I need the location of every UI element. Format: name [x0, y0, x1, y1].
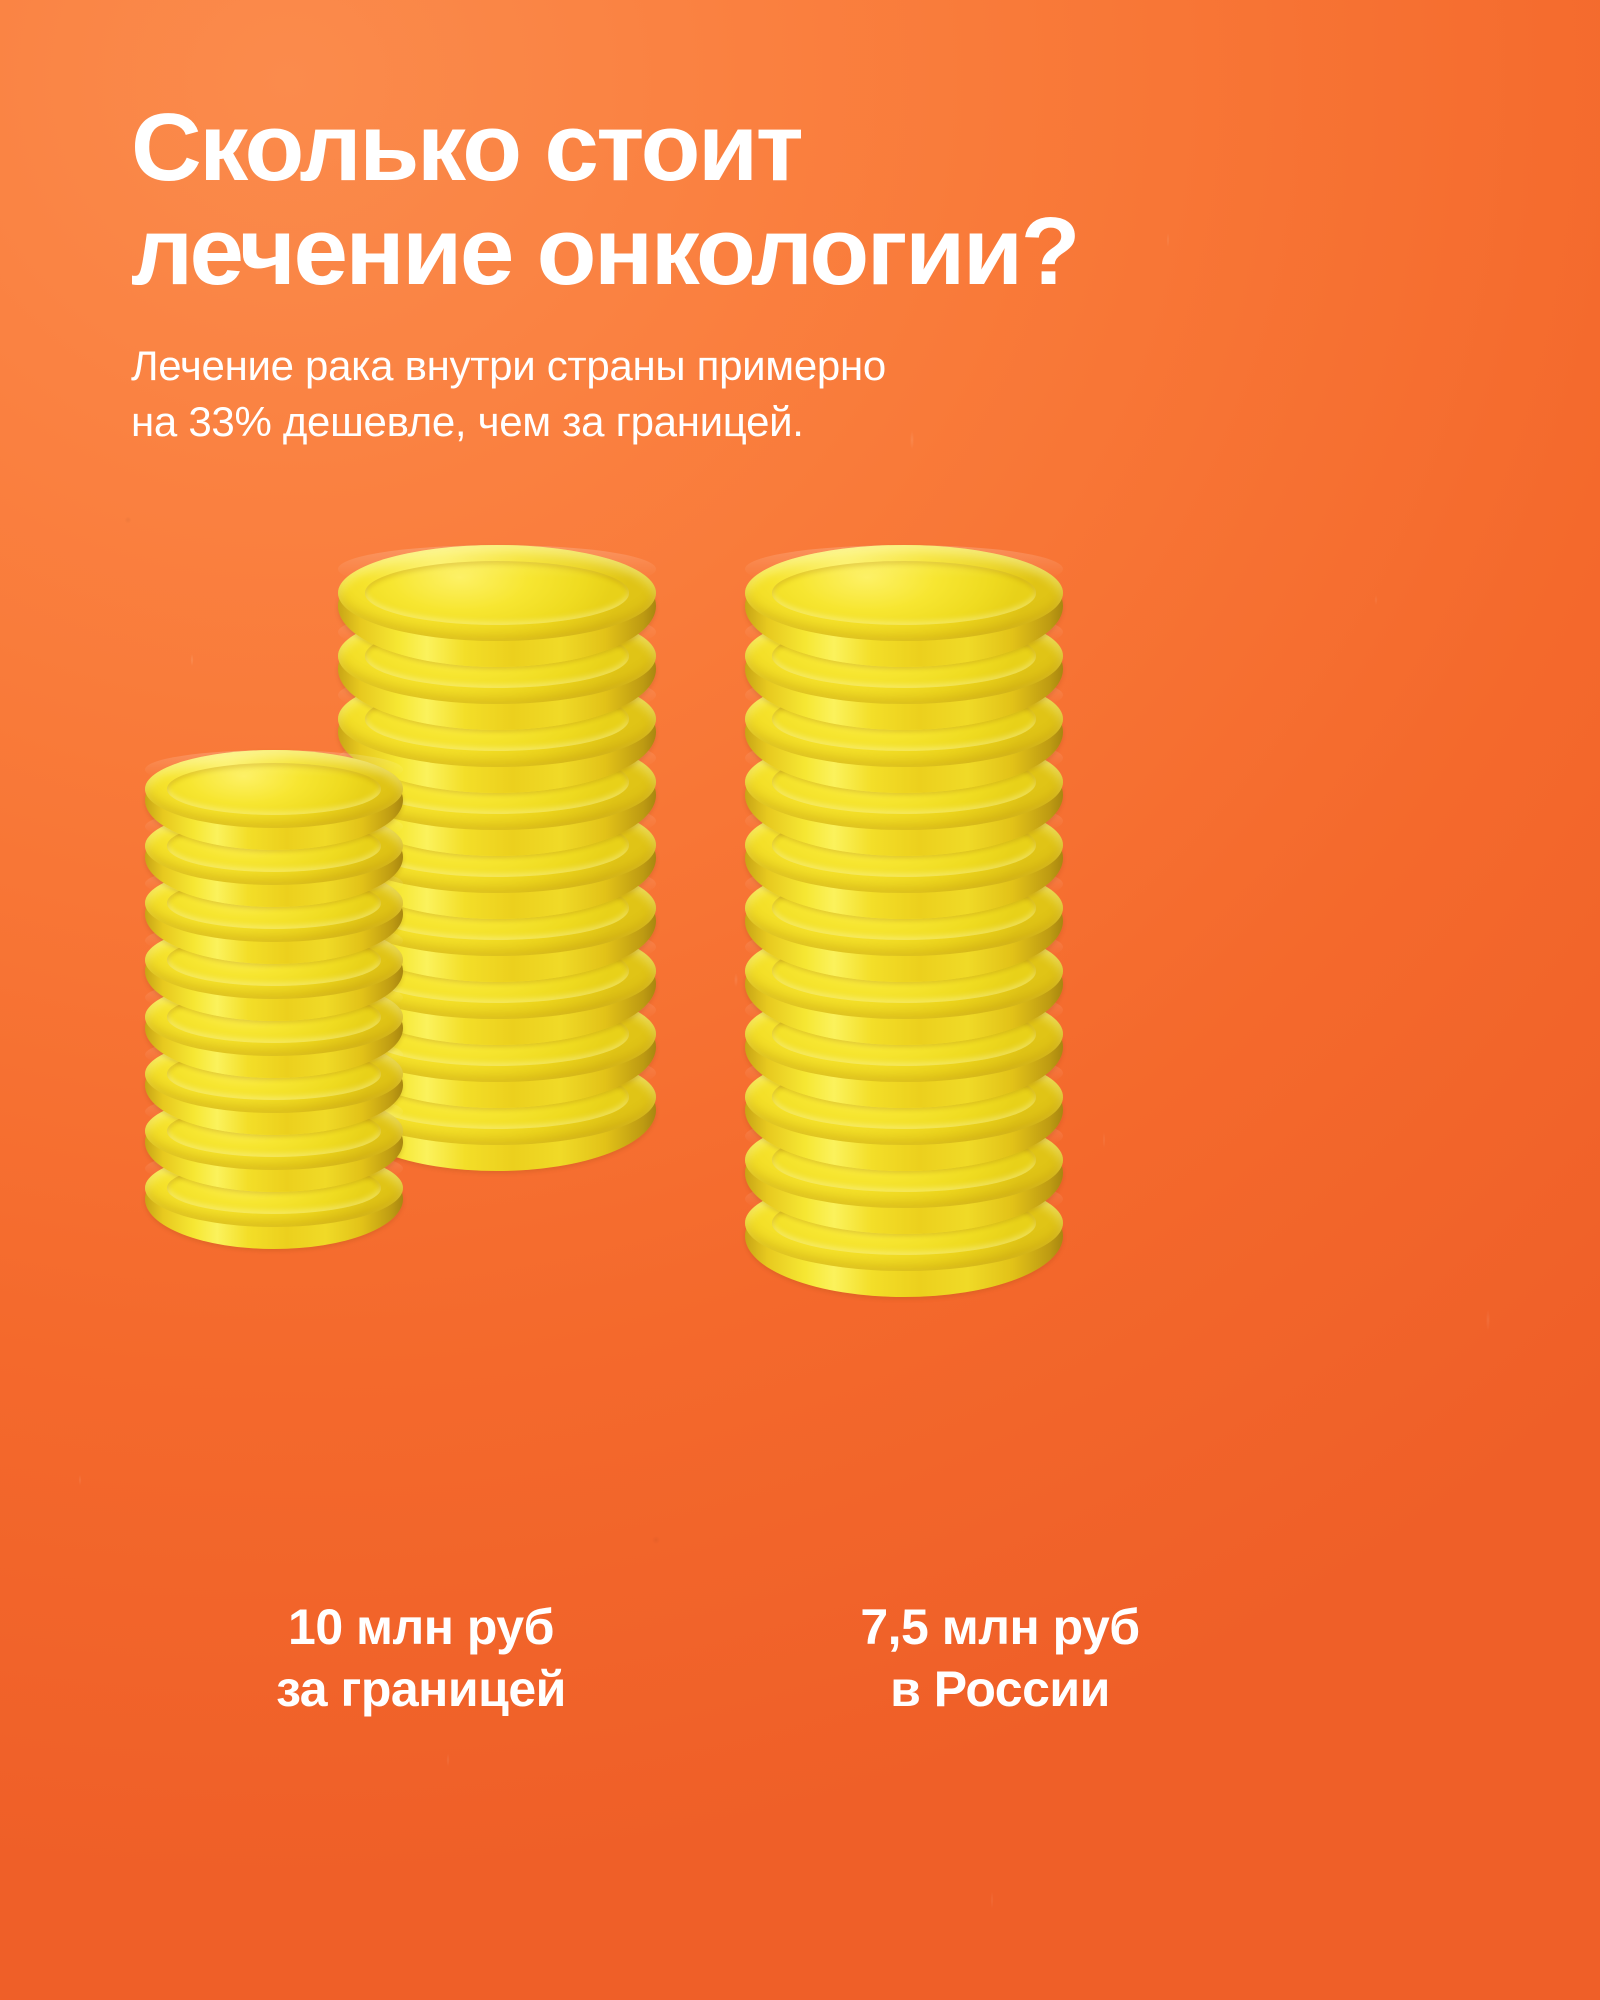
coin-face	[338, 545, 656, 641]
figure-label-abroad: 10 млн руб за границей	[121, 1596, 721, 1720]
coin-face	[145, 750, 403, 828]
coin-highlight	[745, 545, 1063, 593]
coin	[745, 545, 1063, 667]
coin	[338, 545, 656, 667]
coin-highlight	[338, 545, 656, 593]
text-block: Сколько стоит лечение онкологии? Лечение…	[131, 96, 1331, 450]
coin-stack-russia	[745, 545, 1063, 1334]
coin-stack-abroad-front	[145, 750, 403, 1284]
coin-highlight	[145, 750, 403, 789]
subtitle-line-1: Лечение рака внутри страны примерно	[131, 342, 886, 389]
coin-inner-ring	[772, 561, 1036, 625]
figure-label-russia: 7,5 млн руб в России	[700, 1596, 1300, 1720]
figure-amount-russia: 7,5 млн руб	[860, 1599, 1140, 1655]
coin-inner-ring	[166, 763, 382, 815]
coin-stack-abroad-back	[338, 545, 656, 1208]
coin	[145, 750, 403, 850]
page-title-line-2: лечение онкологии?	[131, 198, 1080, 305]
page-title-line-1: Сколько стоит	[131, 94, 804, 201]
figure-place-abroad: за границей	[276, 1661, 566, 1717]
subtitle-line-2: на 33% дешевле, чем за границей.	[131, 398, 804, 445]
coin-face	[745, 545, 1063, 641]
coin-inner-ring	[365, 561, 629, 625]
figure-place-russia: в России	[890, 1661, 1110, 1717]
figure-amount-abroad: 10 млн руб	[288, 1599, 554, 1655]
